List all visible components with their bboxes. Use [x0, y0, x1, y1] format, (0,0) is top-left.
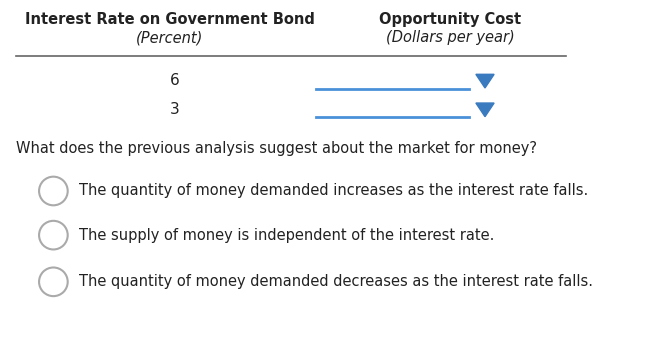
Text: (Percent): (Percent) [136, 30, 204, 45]
Text: 3: 3 [170, 102, 180, 117]
Polygon shape [476, 74, 494, 88]
Text: The supply of money is independent of the interest rate.: The supply of money is independent of th… [79, 228, 495, 243]
Text: The quantity of money demanded decreases as the interest rate falls.: The quantity of money demanded decreases… [79, 274, 594, 289]
Text: Opportunity Cost: Opportunity Cost [379, 12, 521, 27]
Text: 6: 6 [170, 73, 180, 88]
Text: Interest Rate on Government Bond: Interest Rate on Government Bond [25, 12, 315, 27]
Text: What does the previous analysis suggest about the market for money?: What does the previous analysis suggest … [16, 141, 537, 157]
Text: The quantity of money demanded increases as the interest rate falls.: The quantity of money demanded increases… [79, 183, 589, 199]
Polygon shape [476, 103, 494, 117]
Text: (Dollars per year): (Dollars per year) [385, 30, 514, 45]
